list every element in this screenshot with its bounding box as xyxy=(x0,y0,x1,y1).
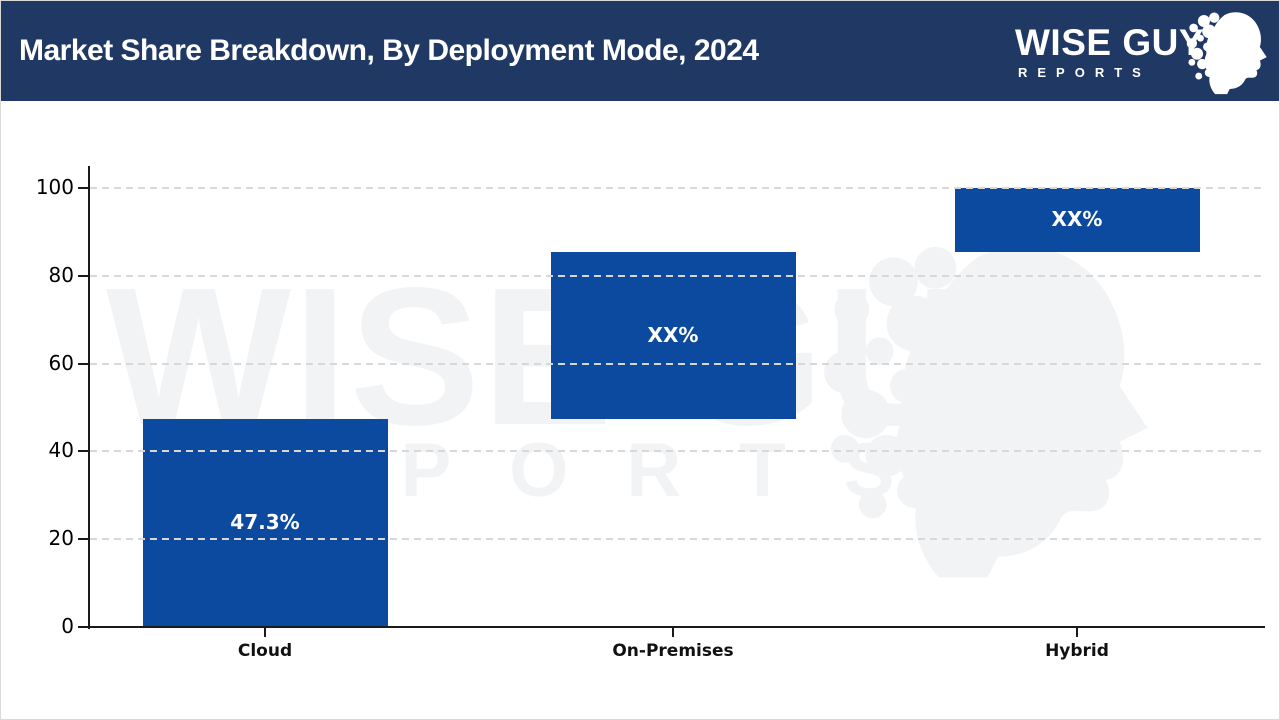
brand-logo-text: WISE GUY REPORTS xyxy=(1015,22,1205,80)
y-tick-40 xyxy=(78,450,88,453)
gridline-100 xyxy=(90,187,1264,189)
watermark-face-icon xyxy=(823,246,1148,578)
x-category-label-cloud: Cloud xyxy=(237,641,293,661)
y-tick-label-0: 0 xyxy=(61,614,74,638)
page-title: Market Share Breakdown, By Deployment Mo… xyxy=(19,34,759,67)
bar-value-label-hybrid: XX% xyxy=(1051,207,1103,232)
x-category-label-on-premises: On-Premises xyxy=(612,641,734,661)
bar-cloud xyxy=(142,419,388,627)
brand-face-icon xyxy=(1186,12,1267,95)
y-tick-20 xyxy=(78,538,88,541)
bar-hybrid xyxy=(954,188,1200,253)
x-tick-cloud xyxy=(264,628,266,637)
y-axis-line xyxy=(88,166,90,629)
brand-subtitle: REPORTS xyxy=(1018,65,1151,80)
y-tick-80 xyxy=(78,274,88,277)
header: Market Share Breakdown, By Deployment Mo… xyxy=(1,1,1279,101)
bar-value-label-cloud: 47.3% xyxy=(230,510,300,535)
x-axis-line xyxy=(88,626,1265,628)
y-tick-0 xyxy=(78,626,88,628)
brand-logo: WISE GUY REPORTS xyxy=(1015,10,1267,95)
y-tick-label-20: 20 xyxy=(48,526,74,551)
y-tick-label-80: 80 xyxy=(48,262,74,287)
x-tick-on-premises xyxy=(672,628,674,637)
y-tick-100 xyxy=(78,187,88,189)
gridline-40 xyxy=(90,450,1264,453)
y-tick-60 xyxy=(78,362,88,365)
gridline-80 xyxy=(90,274,1264,277)
brand-name: WISE GUY xyxy=(1015,22,1205,63)
y-tick-label-100: 100 xyxy=(35,175,74,199)
gridline-60 xyxy=(90,362,1264,365)
gridline-20 xyxy=(90,538,1264,541)
x-tick-hybrid xyxy=(1076,628,1078,637)
bar-value-label-on-premises: XX% xyxy=(647,322,699,347)
y-tick-label-40: 40 xyxy=(48,438,74,463)
bar-on-premises xyxy=(550,252,796,420)
y-tick-label-60: 60 xyxy=(48,350,74,375)
x-category-label-hybrid: Hybrid xyxy=(1045,641,1109,661)
chart-area: WISE GUY REPORTS 02040608010047.3%CloudX… xyxy=(1,101,1279,719)
